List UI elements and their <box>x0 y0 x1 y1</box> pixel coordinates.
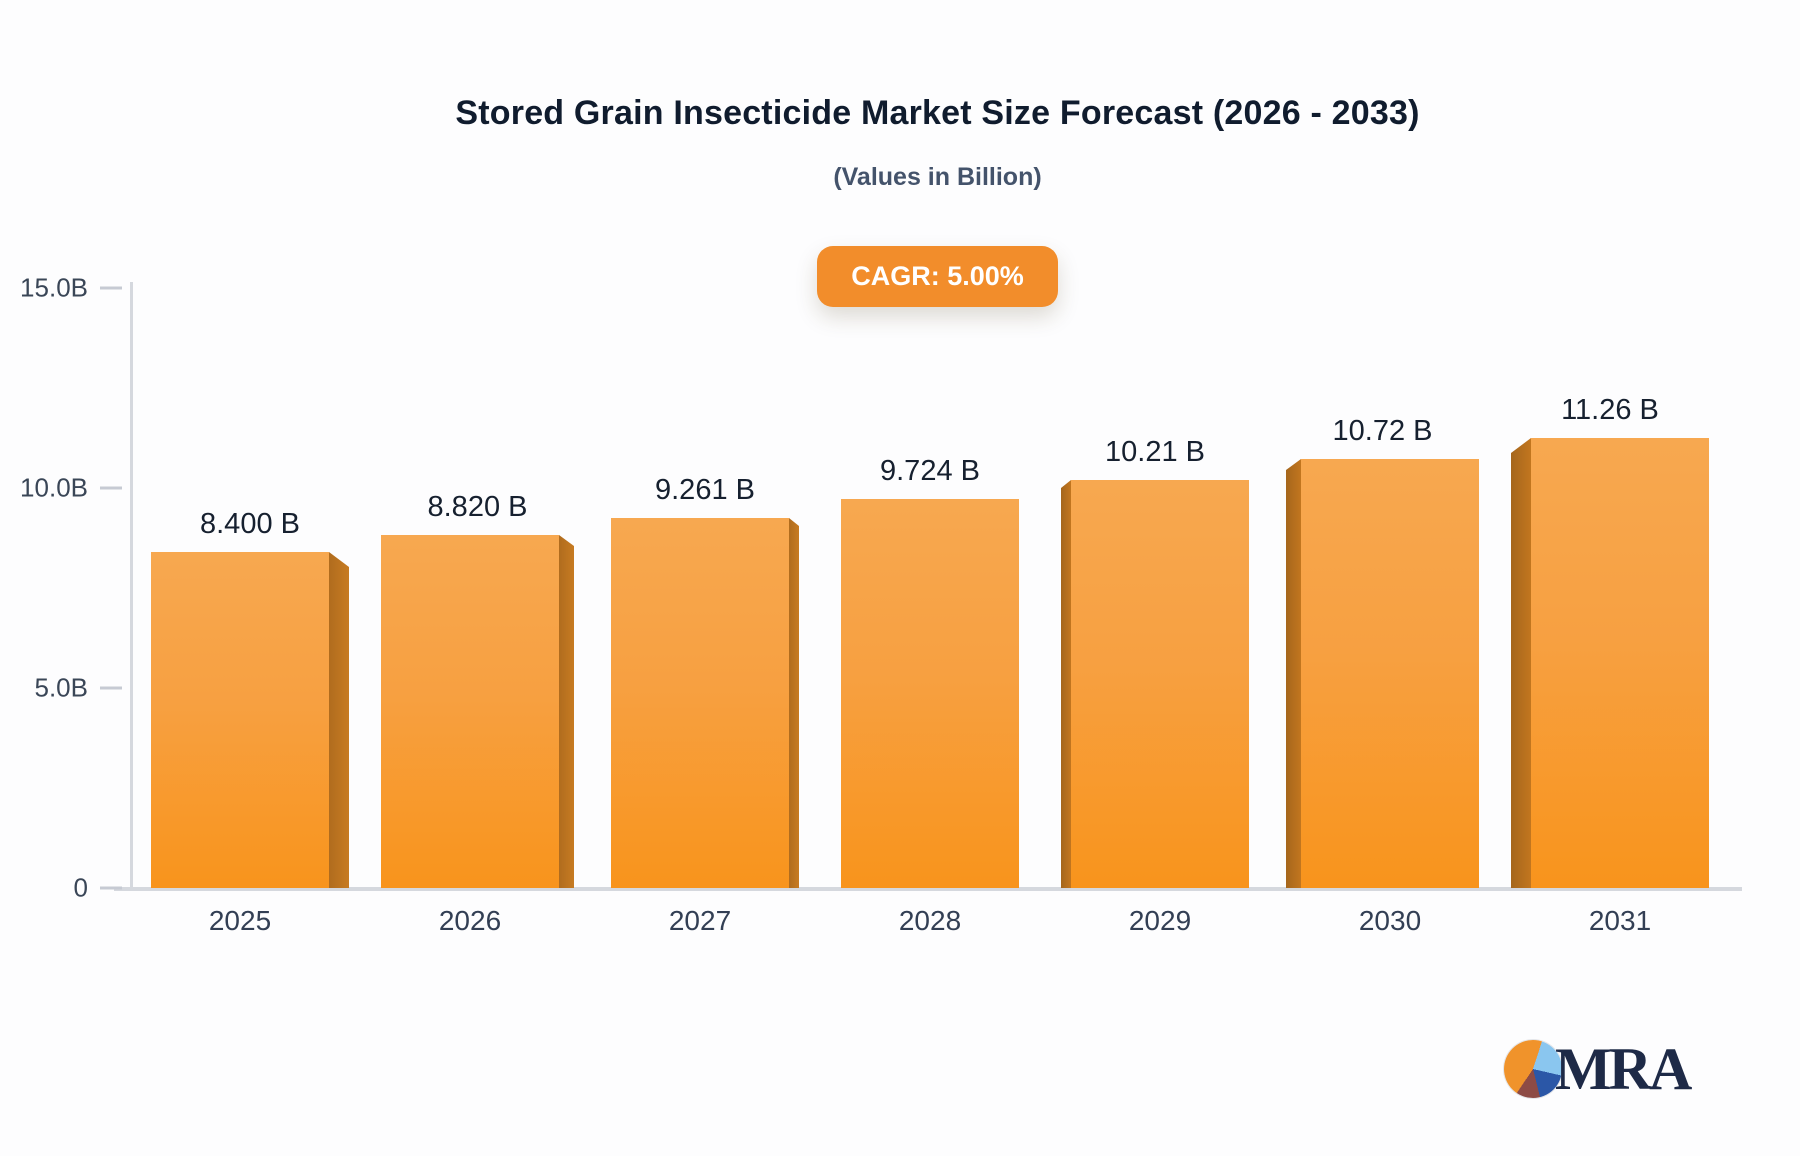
y-tick-15.0B: 15.0B <box>20 273 130 304</box>
x-axis-line <box>114 887 1742 891</box>
y-tick-mark <box>100 886 122 890</box>
cagr-badge: CAGR: 5.00% <box>817 246 1058 307</box>
plot-area: 15.0B 10.0B 5.0B 0 8.400 B 8.820 B 9.261 B 9.7… <box>20 273 1745 936</box>
chart-title: Stored Grain Insecticide Market Size For… <box>455 94 1420 132</box>
y-tick-10.0B: 10.0B <box>20 473 130 504</box>
value-label-2030: 10.72 B <box>1332 415 1433 447</box>
x-axis-label-2028: 2028 <box>898 905 962 936</box>
value-label-2028: 9.724 B <box>880 455 980 487</box>
bar-face <box>611 518 789 888</box>
bar-side-bevel <box>559 535 574 888</box>
bar-2031: 11.26 B <box>1511 378 1709 888</box>
y-axis-line <box>130 282 133 890</box>
x-axis-label-2026: 2026 <box>438 905 502 936</box>
bar-face <box>841 499 1019 888</box>
value-label-2031: 11.26 B <box>1561 394 1659 426</box>
y-tick-mark <box>100 486 122 490</box>
bar-side-bevel <box>1511 438 1531 888</box>
logo-text: MRA <box>1555 1036 1692 1102</box>
bar-2027: 9.261 B <box>611 458 799 888</box>
x-axis-label-2030: 2030 <box>1358 905 1422 936</box>
bar-face <box>381 535 559 888</box>
value-label-2027: 9.261 B <box>655 474 755 506</box>
x-axis-label-2025: 2025 <box>208 905 272 936</box>
chart-header: Stored Grain Insecticide Market Size For… <box>130 0 1745 307</box>
chart-subtitle: (Values in Billion) <box>833 163 1042 191</box>
bar-face <box>1071 480 1249 888</box>
bar-side-bevel <box>329 552 349 888</box>
mra-logo: MRA <box>1504 1036 1692 1102</box>
y-tick-label: 0 <box>73 872 88 903</box>
y-tick-0: 0 <box>74 873 130 904</box>
y-tick-label: 5.0B <box>34 672 89 703</box>
pie-chart-logo-icon <box>1504 1040 1562 1098</box>
bar-face <box>151 552 329 888</box>
y-tick-label: 10.0B <box>20 472 88 503</box>
bar-2026: 8.820 B <box>381 475 574 888</box>
x-axis-label-2031: 2031 <box>1588 905 1652 936</box>
value-label-2025: 8.400 B <box>200 508 300 540</box>
y-tick-label: 15.0B <box>20 272 88 303</box>
y-tick-mark <box>100 286 122 290</box>
bar-side-bevel <box>789 518 799 888</box>
bar-2029: 10.21 B <box>1061 420 1249 888</box>
value-label-2029: 10.21 B <box>1105 436 1205 468</box>
bar-2030: 10.72 B <box>1286 399 1479 888</box>
bar-face <box>1531 438 1709 888</box>
x-axis-label-2029: 2029 <box>1128 905 1192 936</box>
y-tick-5.0B: 5.0B <box>35 673 131 704</box>
y-tick-mark <box>100 686 122 690</box>
bar-face <box>1301 459 1479 888</box>
value-label-2026: 8.820 B <box>427 491 528 523</box>
x-axis-label-2027: 2027 <box>668 905 732 936</box>
bar-side-bevel <box>1286 459 1301 888</box>
bar-2028: 9.724 B <box>841 439 1019 888</box>
bar-side-bevel <box>1061 480 1071 888</box>
bar-2025: 8.400 B <box>151 492 349 888</box>
